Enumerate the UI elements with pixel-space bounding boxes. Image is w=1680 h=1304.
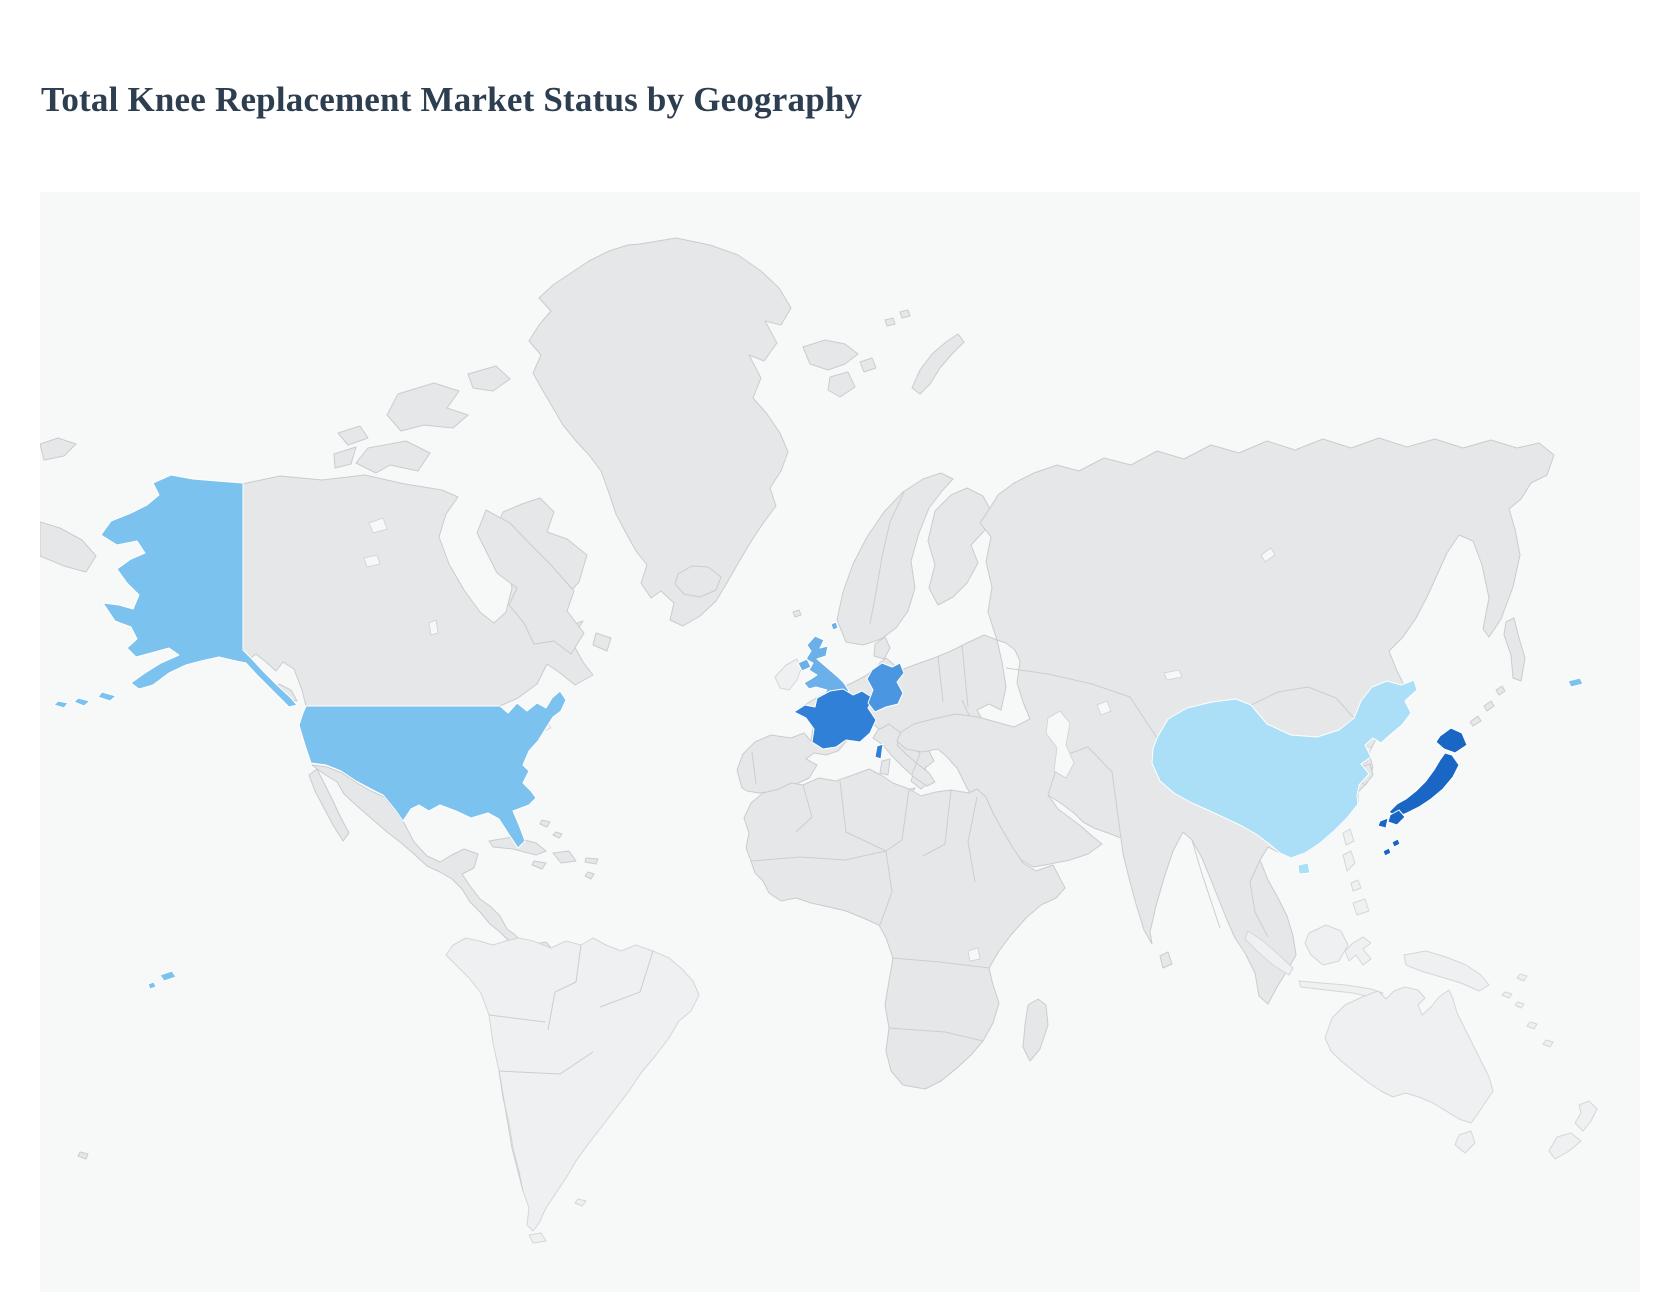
france-corsica[interactable]	[874, 743, 884, 760]
japan-shikoku[interactable]	[1377, 817, 1389, 829]
landmass-greenland	[528, 237, 792, 627]
usa-aleutians[interactable]	[73, 697, 91, 707]
germany-shape[interactable]	[866, 662, 905, 713]
japan-okinawa[interactable]	[1382, 847, 1392, 857]
china-hainan[interactable]	[1297, 862, 1311, 875]
usa-hawaii[interactable]	[147, 981, 157, 990]
landmass-canada	[241, 365, 612, 707]
landmass-africa	[743, 768, 1066, 1090]
country-usa[interactable]	[53, 474, 1584, 990]
country-uk[interactable]	[797, 621, 850, 701]
world-map	[40, 237, 1598, 1244]
usa-aleutians[interactable]	[53, 700, 69, 709]
usa-aleutians[interactable]	[97, 691, 117, 702]
usa-mainland[interactable]	[298, 690, 567, 849]
uk-shetland[interactable]	[830, 621, 839, 631]
japan-honshu[interactable]	[1388, 752, 1460, 818]
usa-midway-islands[interactable]	[1567, 677, 1584, 688]
japan-kyushu[interactable]	[1387, 809, 1406, 826]
country-germany[interactable]	[866, 662, 905, 713]
landmass-australia-oceania	[1324, 973, 1598, 1160]
japan-okinawa[interactable]	[1391, 838, 1401, 848]
country-japan[interactable]	[1377, 727, 1468, 857]
page-header: Total Knee Replacement Market Status by …	[0, 0, 1680, 120]
world-map-panel	[40, 192, 1640, 1293]
usa-alaska[interactable]	[100, 474, 298, 708]
landmass-south-america	[445, 937, 700, 1244]
landmass-chukotka	[40, 437, 97, 1160]
japan-hokkaido[interactable]	[1435, 727, 1468, 754]
country-china[interactable]	[1151, 679, 1418, 875]
landmass-ireland	[774, 658, 802, 691]
page-title: Total Knee Replacement Market Status by …	[41, 80, 863, 119]
landmass-svalbard-novaya-zemlya	[802, 309, 965, 398]
france-mainland[interactable]	[793, 688, 877, 750]
china-mainland[interactable]	[1151, 679, 1418, 859]
uk-northern-ireland[interactable]	[797, 658, 812, 672]
landmass-scandinavia	[836, 472, 992, 660]
country-france[interactable]	[793, 688, 884, 760]
usa-hawaii[interactable]	[159, 970, 177, 982]
landmass-iceland-faroe	[674, 565, 802, 618]
landmass-southeast-asia-islands	[1244, 850, 1525, 1012]
